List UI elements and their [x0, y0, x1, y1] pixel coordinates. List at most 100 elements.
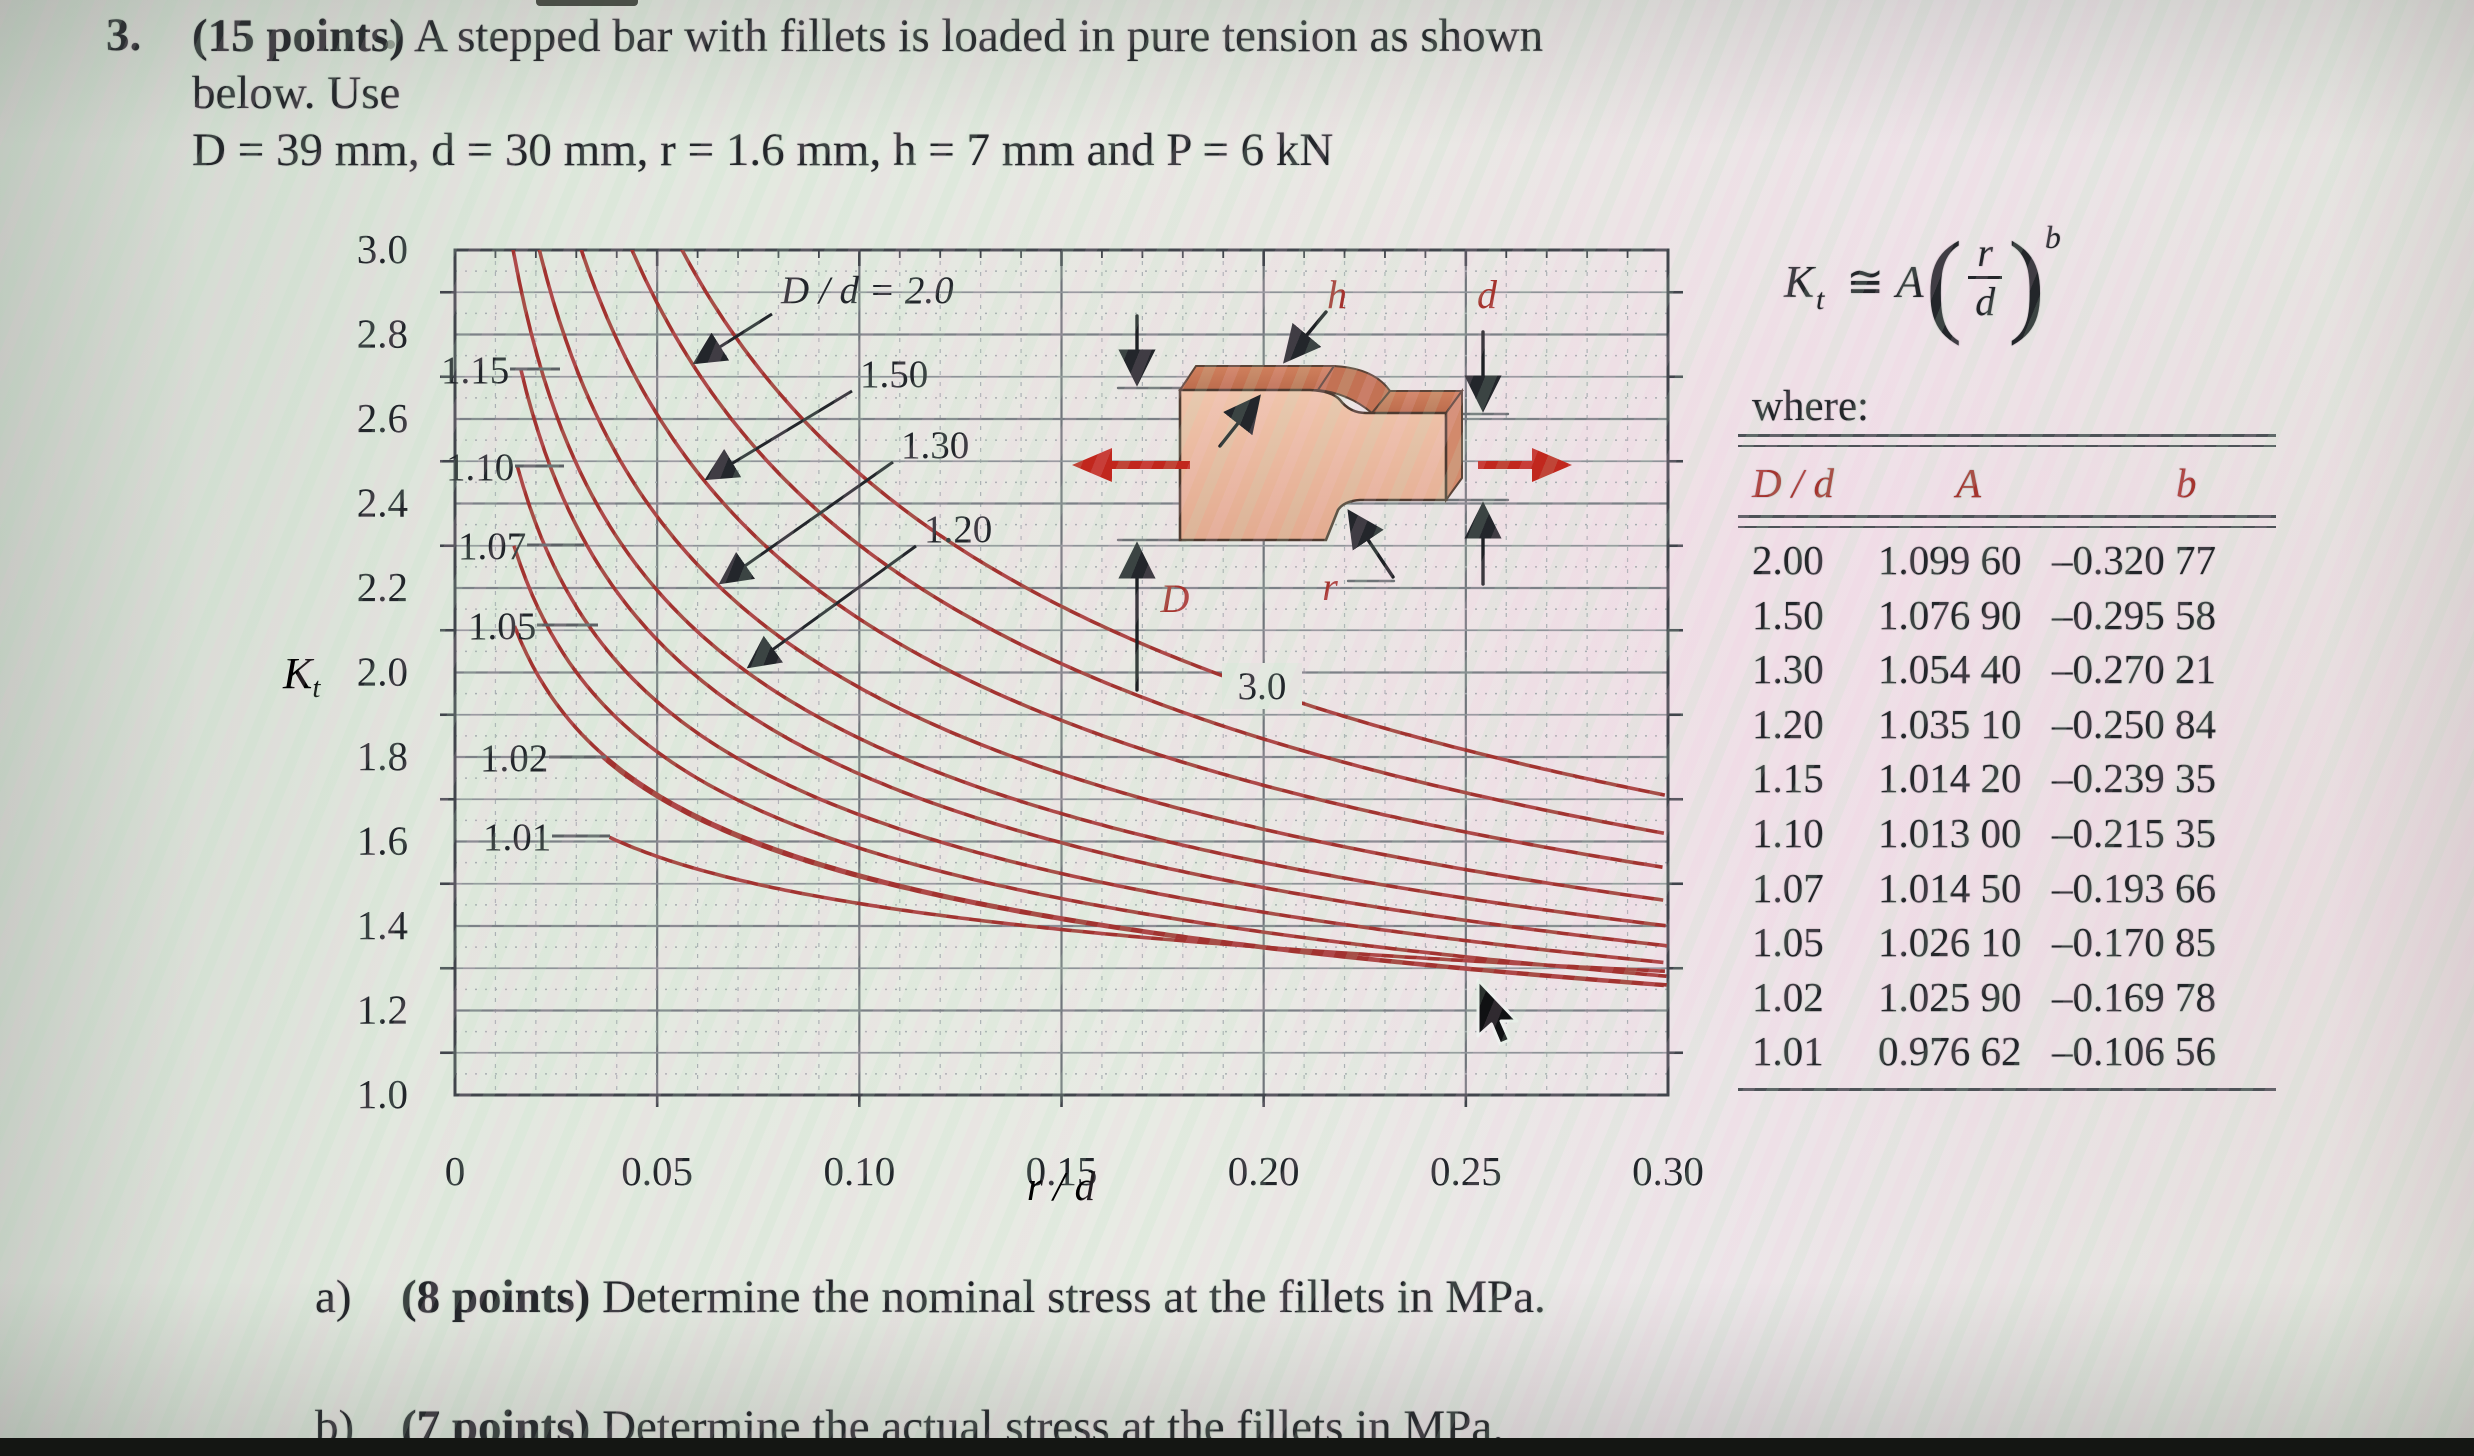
kt-curve-1.50 [579, 250, 1663, 869]
table-row: 1.01 0.976 62 –0.106 56 [1738, 1025, 2276, 1080]
x-tick-label: 0.10 [823, 1148, 895, 1194]
kt-curve-1.20 [511, 250, 1666, 928]
x-tick-labels: 0 0.05 0.10 0.15 0.20 0.25 0.30 [445, 1148, 1704, 1194]
table-row: 1.50 1.076 90 –0.295 58 [1738, 589, 2276, 644]
curve-label: 1.02 [480, 737, 548, 780]
x-tick-label: 0.15 [1026, 1148, 1098, 1194]
table-cell: 1.20 [1752, 700, 1824, 747]
y-tick-labels: 3.0 2.8 2.6 2.4 2.2 2.0 1.8 1.6 1.4 1.2 1.0 [357, 226, 408, 1117]
col-header-A: A [1956, 460, 1982, 506]
table-cell: –0.250 84 [2052, 700, 2216, 747]
table-row: 1.02 1.025 90 –0.169 78 [1738, 971, 2276, 1026]
y-axis-title: Kt [282, 649, 321, 704]
table-cell: 1.099 60 [1878, 537, 2022, 583]
table-row: 1.10 1.013 00 –0.215 35 [1738, 807, 2276, 862]
exponent-b: b [2044, 219, 2061, 255]
curve-label: 1.15 [441, 349, 509, 392]
x-tick-label: 0.25 [1430, 1148, 1502, 1194]
x-tick-label: 0.30 [1632, 1148, 1704, 1194]
y-tick-label: 1.4 [357, 902, 408, 948]
dust-speck [386, 40, 395, 49]
table-cell: –0.193 66 [2052, 864, 2216, 911]
table-cell: –0.215 35 [2052, 809, 2216, 856]
table-cell: 1.014 50 [1878, 864, 2022, 911]
kt-curve-1.10 [515, 464, 1664, 965]
table-cell: 1.01 [1752, 1028, 1824, 1075]
table-cell: 1.013 00 [1878, 809, 2022, 856]
diagram-labels: h d D r [1160, 272, 1498, 621]
y-tick-label: 1.8 [357, 733, 408, 779]
y-tick-label: 2.0 [357, 649, 408, 695]
table-cell: 0.976 62 [1878, 1028, 2022, 1075]
kt-curve-1.01 [608, 835, 1665, 973]
label-d: d [1477, 272, 1498, 317]
kt-curve-3.0 [680, 250, 1666, 797]
formula-lhs: K [1784, 256, 1815, 307]
table-cell: –0.295 58 [2052, 591, 2216, 638]
curve-label-arrow [746, 544, 917, 669]
tension-force-arrows [1072, 448, 1572, 482]
y-tick-label: 1.2 [357, 987, 408, 1033]
problem-statement-line2: D = 39 mm, d = 30 mm, r = 1.6 mm, h = 7 … [192, 124, 1334, 176]
kt-curve-1.15 [518, 367, 1668, 948]
photo-edge-artifact [536, 0, 638, 6]
label-h: h [1327, 272, 1347, 317]
label-r: r [1322, 564, 1338, 609]
table-cell: –0.270 21 [2052, 646, 2216, 693]
table-cell: 1.054 40 [1878, 646, 2022, 693]
table-cell: 1.10 [1752, 809, 1824, 856]
y-tick-label: 2.4 [357, 480, 408, 526]
col-header-b: b [2176, 460, 2197, 506]
table-top-rule [1738, 434, 2276, 447]
x-tick-label: 0 [445, 1148, 466, 1194]
table-cell: –0.169 78 [2052, 973, 2216, 1020]
table-row: 1.20 1.035 10 –0.250 84 [1738, 698, 2276, 753]
curve-label-arrow [692, 312, 773, 365]
screen-bottom-edge [0, 1438, 2474, 1456]
mouse-cursor-icon [1476, 978, 1519, 1046]
curve-label: D / d = 2.0 [780, 269, 954, 312]
label-D: D [1160, 576, 1190, 621]
y-tick-label: 1.6 [357, 818, 408, 864]
x-tick-label: 0.05 [621, 1148, 693, 1194]
table-row: 1.05 1.026 10 –0.170 85 [1738, 916, 2276, 971]
table-row: 1.15 1.014 20 –0.239 35 [1738, 752, 2276, 807]
y-tick-label: 2.6 [357, 395, 408, 441]
kt-curve-2.0 [630, 250, 1665, 835]
kt-curve-1.07 [512, 545, 1667, 978]
table-cell: 2.00 [1752, 537, 1824, 583]
table-cell: 1.05 [1752, 919, 1824, 966]
y-tick-label: 1.0 [357, 1071, 408, 1117]
table-cell: 1.035 10 [1878, 700, 2022, 747]
curve-label: 1.30 [901, 424, 969, 467]
stepped-bar-diagram: h d D r [1072, 272, 1572, 692]
table-row: 2.00 1.099 60 –0.320 77 [1738, 534, 2276, 589]
curve-label: 1.50 [860, 353, 928, 396]
table-header-rule [1738, 515, 2276, 528]
curve-label: 3.0 [1238, 665, 1287, 708]
label-backing [1222, 663, 1302, 709]
table-bottom-rule [1738, 1087, 2276, 1091]
table-cell: –0.106 56 [2052, 1028, 2216, 1075]
col-header-dd: D / d [1752, 460, 1834, 506]
curve-label: 1.05 [468, 605, 536, 648]
bar-body [1178, 364, 1464, 542]
curve-label: 1.01 [483, 816, 551, 859]
problem-title: 3. (15 points) A stepped bar with fillet… [106, 8, 1606, 179]
x-axis-title: r / d [1027, 1163, 1096, 1209]
table-body: 2.00 1.099 60 –0.320 77 1.50 1.076 90 –0.295 … [1738, 528, 2276, 1088]
table-cell: 1.026 10 [1878, 919, 2022, 966]
table-cell: 1.50 [1752, 591, 1824, 638]
table-row: 1.07 1.014 50 –0.193 66 [1738, 862, 2276, 917]
table-cell: 1.15 [1752, 755, 1824, 802]
kt-curve-1.30 [537, 250, 1664, 902]
problem-statement-line1: (15 points) A stepped bar with fillets i… [192, 10, 1544, 119]
problem-number: 3. [106, 9, 142, 61]
coefficient-table: D / d A b 2.00 1.099 60 –0.320 77 1.50 1.076… [1738, 434, 2276, 1091]
curve-labels: 3.0 D / d = 2.0 1.50 1.30 1.20 1.15 1.10 1.07 1.… [441, 269, 1302, 859]
table-cell: 1.025 90 [1878, 973, 2022, 1020]
